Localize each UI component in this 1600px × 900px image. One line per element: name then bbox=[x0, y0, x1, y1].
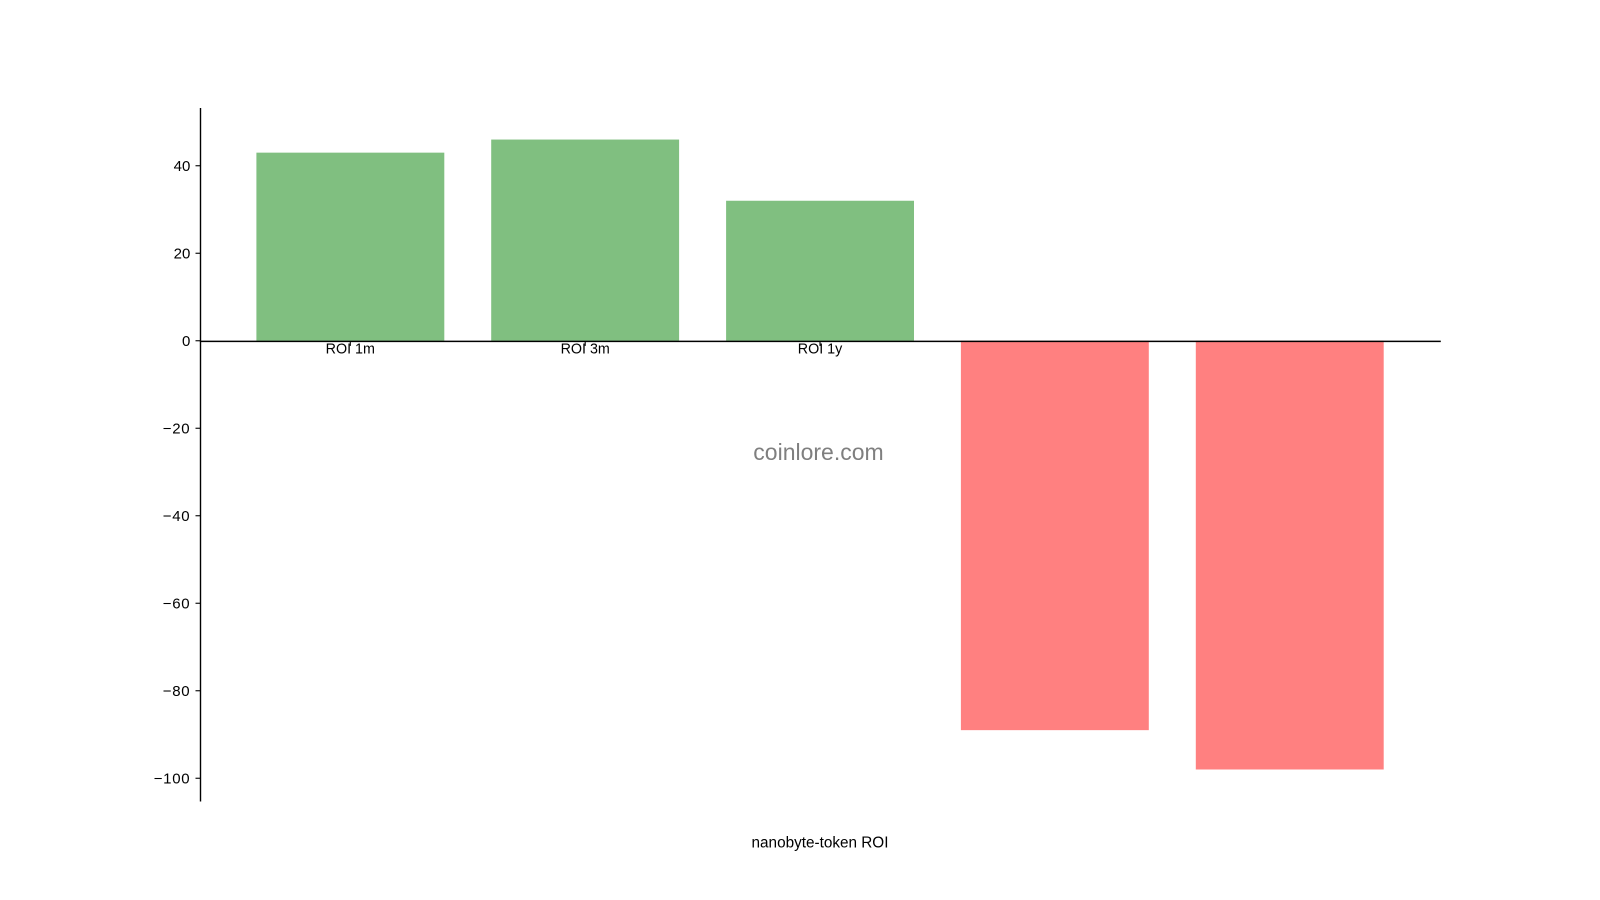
svg-text:ROI 1m: ROI 1m bbox=[326, 342, 375, 358]
svg-text:ROI 1y: ROI 1y bbox=[798, 342, 843, 358]
svg-text:nanobyte-token ROI: nanobyte-token ROI bbox=[752, 834, 889, 851]
svg-text:−20: −20 bbox=[163, 420, 191, 437]
svg-text:20: 20 bbox=[174, 245, 191, 262]
svg-text:0: 0 bbox=[182, 333, 190, 350]
svg-text:−100: −100 bbox=[154, 770, 191, 787]
svg-text:coinlore.com: coinlore.com bbox=[753, 439, 883, 465]
svg-text:−60: −60 bbox=[163, 595, 191, 612]
svg-text:ROI 3m: ROI 3m bbox=[561, 342, 610, 358]
svg-text:40: 40 bbox=[174, 158, 191, 175]
svg-text:−40: −40 bbox=[163, 508, 191, 525]
svg-text:−80: −80 bbox=[163, 683, 191, 700]
